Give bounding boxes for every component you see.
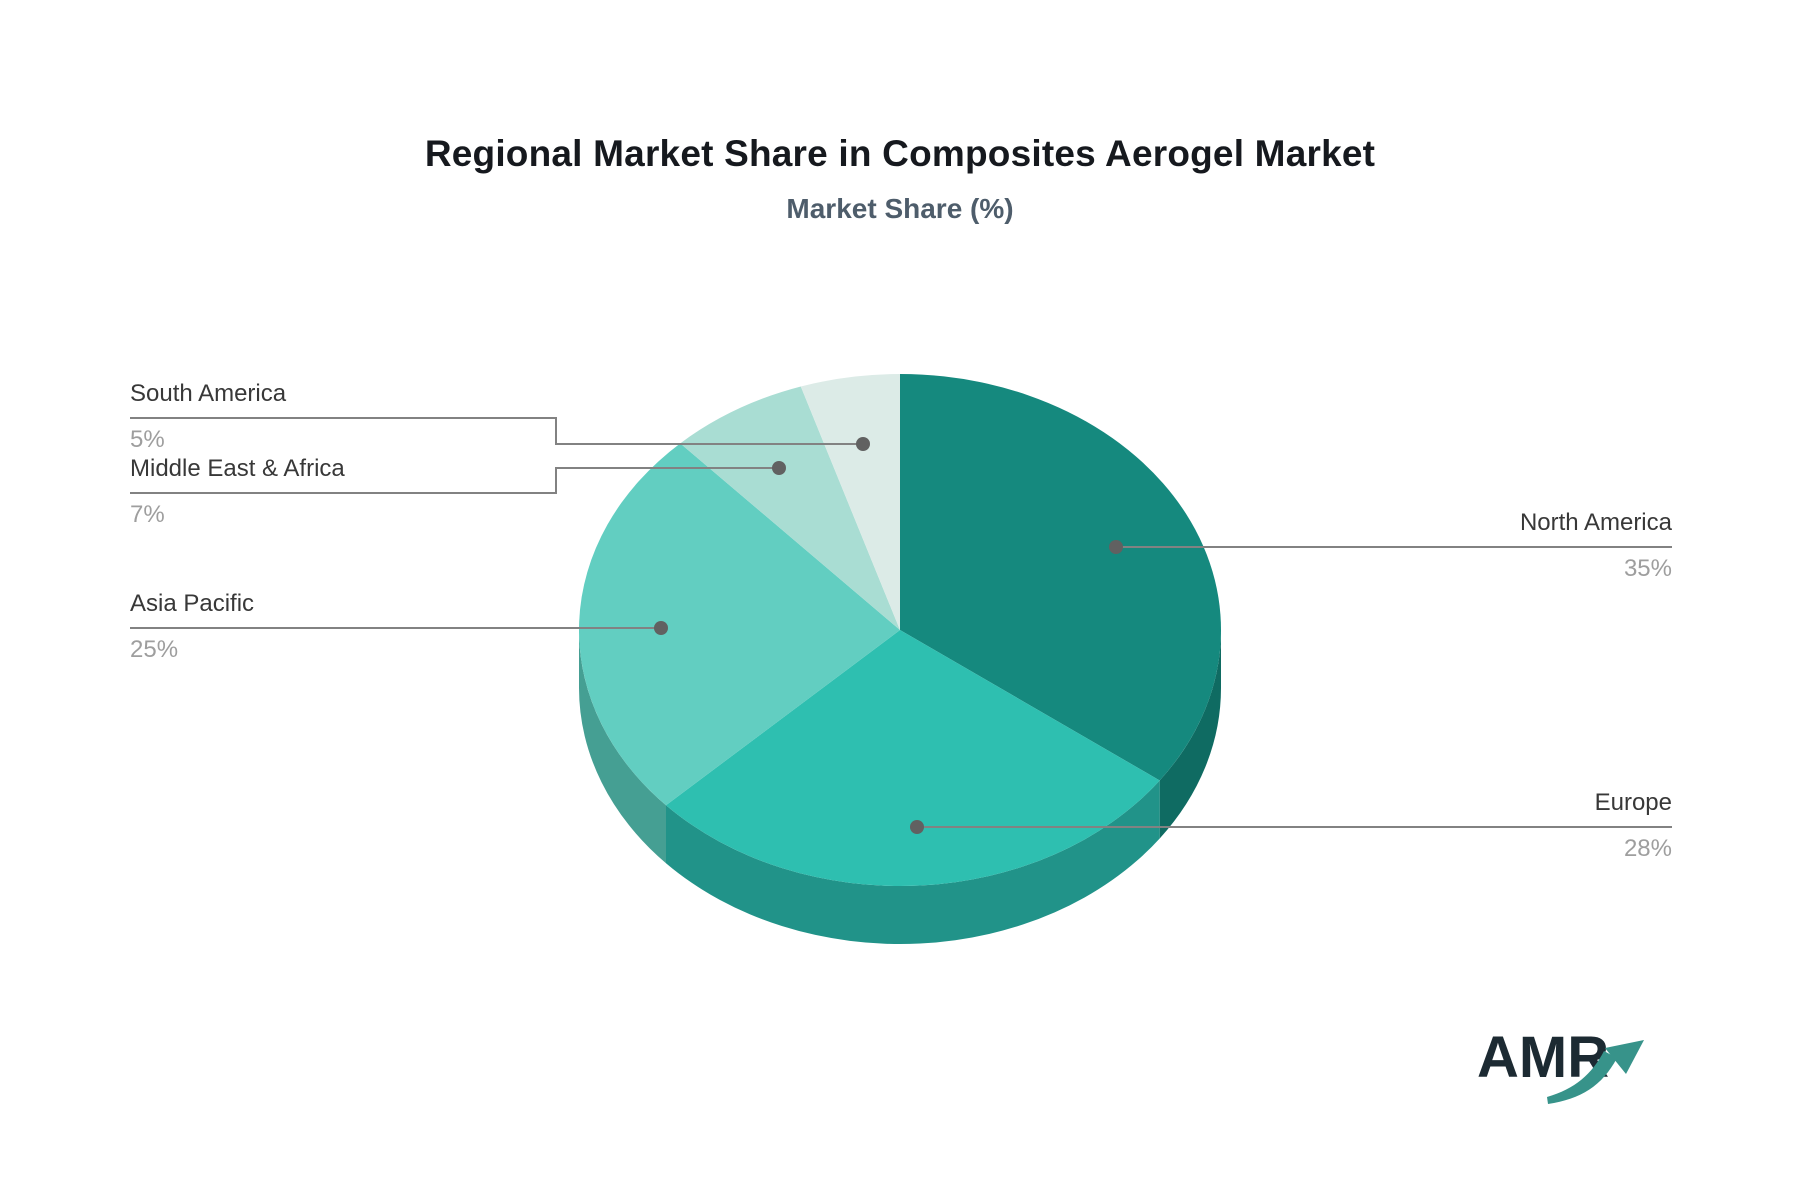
- leader-line-middle-east-africa: [130, 467, 779, 494]
- leader-dot-north-america: [1109, 540, 1123, 554]
- pie-slice-side-europe: [666, 780, 1160, 944]
- pie-slice-south-america[interactable]: [800, 374, 900, 630]
- pie-slice-north-america[interactable]: [900, 374, 1221, 781]
- pie-slice-middle-east-africa[interactable]: [680, 386, 900, 630]
- chart-title: Regional Market Share in Composites Aero…: [424, 133, 1376, 174]
- leader-dot-asia-pacific: [654, 621, 668, 635]
- chart-subtitle: Market Share (%): [786, 193, 1014, 224]
- amr-logo[interactable]: AMR: [1477, 1028, 1687, 1123]
- pie-slice-asia-pacific[interactable]: [579, 443, 900, 806]
- pie-slice-europe[interactable]: [666, 630, 1160, 887]
- pie-slice-side-asia-pacific: [579, 630, 667, 864]
- leader-line-south-america: [130, 417, 863, 445]
- amr-logo-arrow-icon: [1547, 1040, 1644, 1104]
- leader-dot-europe: [910, 820, 924, 834]
- leader-dot-south-america: [856, 437, 870, 451]
- pie-slice-side-north-america: [1159, 630, 1221, 839]
- leader-dot-middle-east-africa: [772, 461, 786, 475]
